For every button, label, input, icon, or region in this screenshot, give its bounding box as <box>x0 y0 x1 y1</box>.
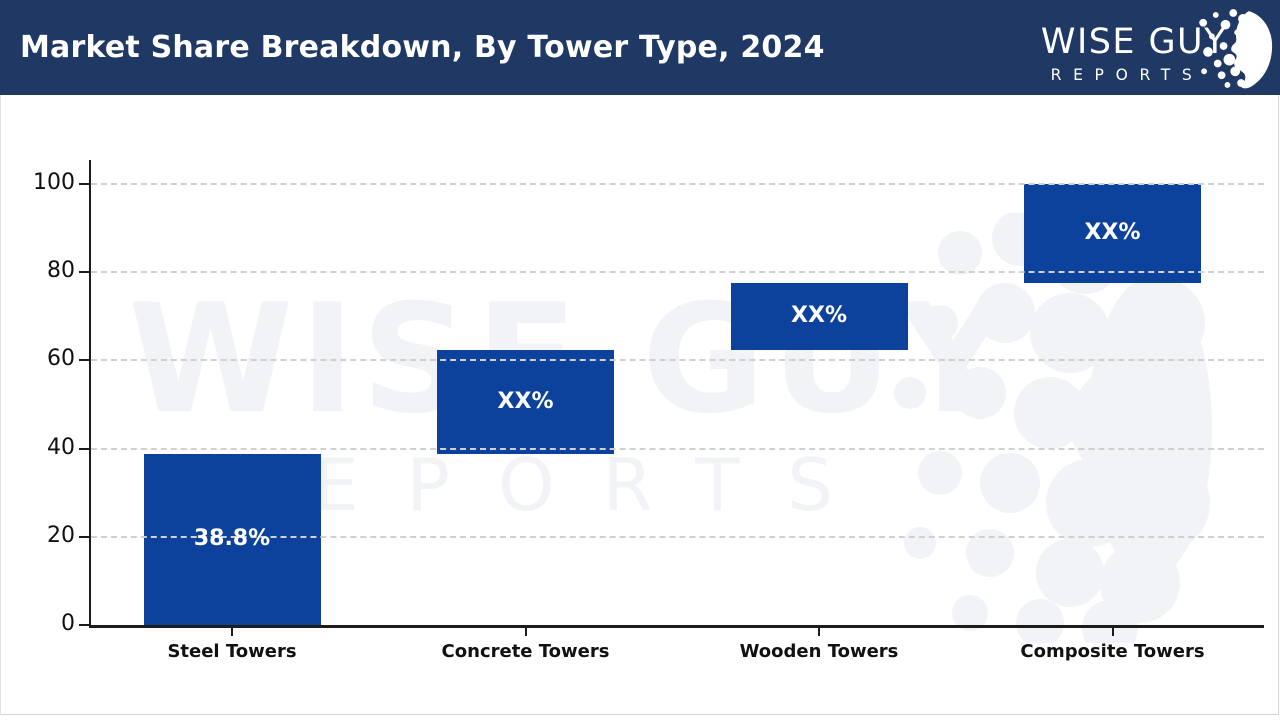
y-tick-mark <box>79 359 89 362</box>
logo-wordmark: WISE GUY <box>1041 21 1227 61</box>
wise-guy-logo: WISE GUY REPORTS <box>1041 8 1273 88</box>
y-tick-label: 80 <box>47 258 75 284</box>
x-tick-mark <box>524 628 527 636</box>
y-gridline <box>91 271 1264 274</box>
bar-wooden-towers <box>730 282 908 350</box>
bar-concrete-towers <box>437 349 614 454</box>
y-tick-mark <box>79 271 89 274</box>
bar-composite-towers <box>1024 184 1201 283</box>
bar-value-label: XX% <box>1084 220 1141 246</box>
dotted-head-profile-watermark-icon <box>894 213 1212 643</box>
x-axis-label: Concrete Towers <box>441 641 610 662</box>
bar-value-label: XX% <box>791 303 847 329</box>
y-tick-mark <box>79 624 89 626</box>
y-gridline <box>91 535 1264 538</box>
plot-area: 0 20 40 60 80 100 38.8% Steel Towers XX% Concrete… <box>33 160 1264 662</box>
x-tick-mark <box>1111 628 1114 636</box>
y-tick-label: 60 <box>47 346 75 372</box>
header-bar: Market Share Breakdown, By Tower Type, 2… <box>0 0 1280 95</box>
y-gridline <box>91 183 1264 185</box>
y-tick-label: 100 <box>33 170 75 195</box>
y-tick-mark <box>79 447 89 450</box>
y-tick-label: 20 <box>47 522 75 548</box>
x-tick-mark <box>231 628 233 636</box>
y-tick-mark <box>79 183 89 185</box>
logo-subtext: REPORTS <box>1051 66 1204 84</box>
y-gridline <box>91 359 1264 362</box>
y-gridline <box>91 447 1264 450</box>
x-axis-label: Steel Towers <box>167 641 297 662</box>
bar-steel-towers <box>143 453 321 625</box>
chart-title: Market Share Breakdown, By Tower Type, 2… <box>20 30 825 65</box>
x-tick-mark <box>818 628 820 636</box>
bar-value-label: 38.8% <box>193 526 271 552</box>
bar-value-label: XX% <box>497 388 554 414</box>
dotted-head-profile-icon <box>1199 8 1273 88</box>
y-tick-label: 40 <box>47 434 75 460</box>
y-tick-mark <box>79 535 89 538</box>
chart-area: WISE GUY REPORTS 0 20 40 60 80 100 38.8% Steel … <box>0 95 1280 720</box>
y-tick-label: 0 <box>61 611 75 636</box>
x-axis-label: Composite Towers <box>1020 641 1205 662</box>
x-axis-label: Wooden Towers <box>739 641 899 662</box>
